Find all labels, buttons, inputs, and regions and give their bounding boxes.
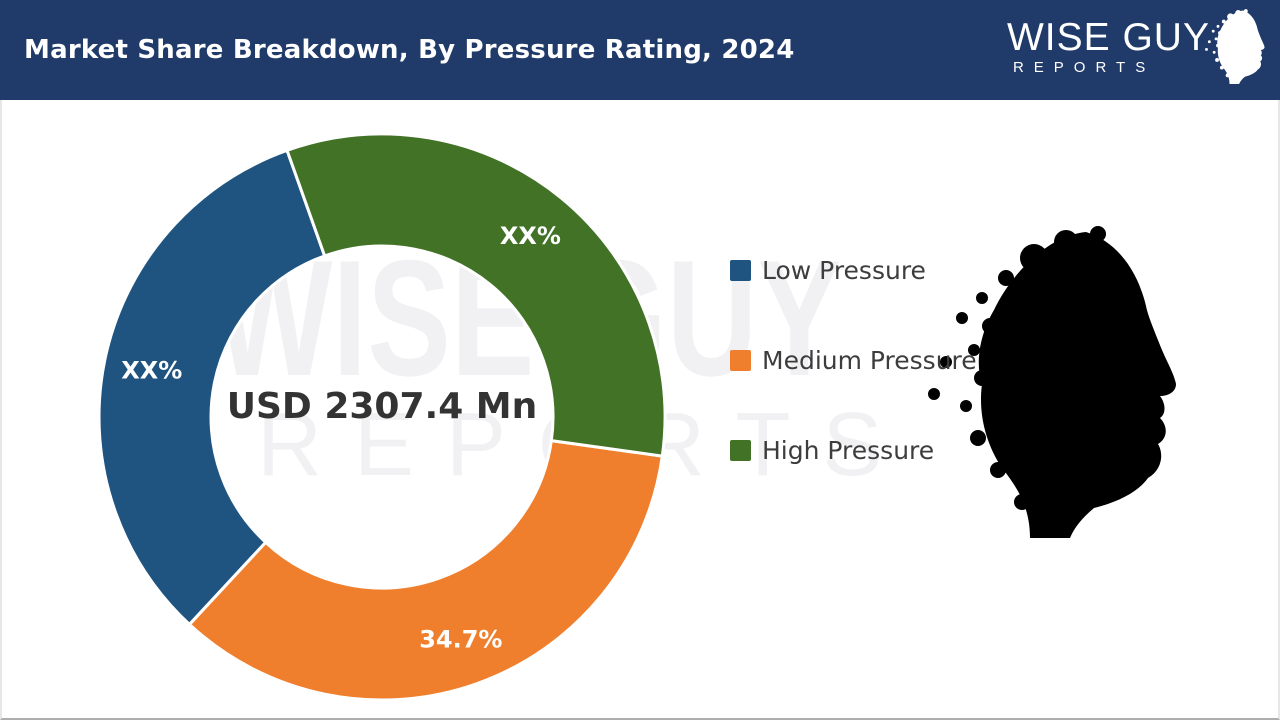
legend-item-medium-pressure: Medium Pressure (730, 344, 977, 376)
donut-segment-medium-pressure (188, 439, 664, 702)
legend-swatch (730, 349, 751, 371)
wise-guy-logo: WISE GUY REPORTS (1007, 8, 1266, 86)
donut-center-label: USD 2307.4 Mn (227, 386, 537, 427)
donut-segment-low-pressure (97, 148, 327, 626)
legend-label: High Pressure (762, 435, 935, 465)
logo-text: WISE GUY REPORTS (1007, 18, 1210, 75)
chart-area: WISE GUY REPORTS USD 2307.4 Mn XX%34.7%X… (0, 100, 1280, 720)
segment-label: XX% (500, 222, 561, 250)
legend-swatch (730, 439, 751, 461)
donut-segment-high-pressure (285, 132, 667, 458)
legend-item-high-pressure: High Pressure (730, 434, 977, 466)
legend: Low Pressure Medium Pressure High Pressure (730, 254, 977, 524)
logo-wordmark: WISE GUY (1006, 16, 1210, 59)
legend-item-low-pressure: Low Pressure (730, 254, 977, 286)
donut-chart: USD 2307.4 Mn XX% 34.7% XX% (97, 132, 667, 702)
segment-label: 34.7% (419, 625, 502, 653)
segment-label: XX% (121, 357, 182, 385)
logo-subtitle: REPORTS (1012, 59, 1156, 76)
logo-head-icon (1205, 9, 1265, 84)
legend-swatch (730, 259, 751, 281)
page-title: Market Share Breakdown, By Pressure Rati… (24, 35, 795, 65)
header-bar: Market Share Breakdown, By Pressure Rati… (0, 0, 1280, 100)
legend-label: Low Pressure (762, 255, 926, 285)
legend-label: Medium Pressure (762, 345, 977, 375)
